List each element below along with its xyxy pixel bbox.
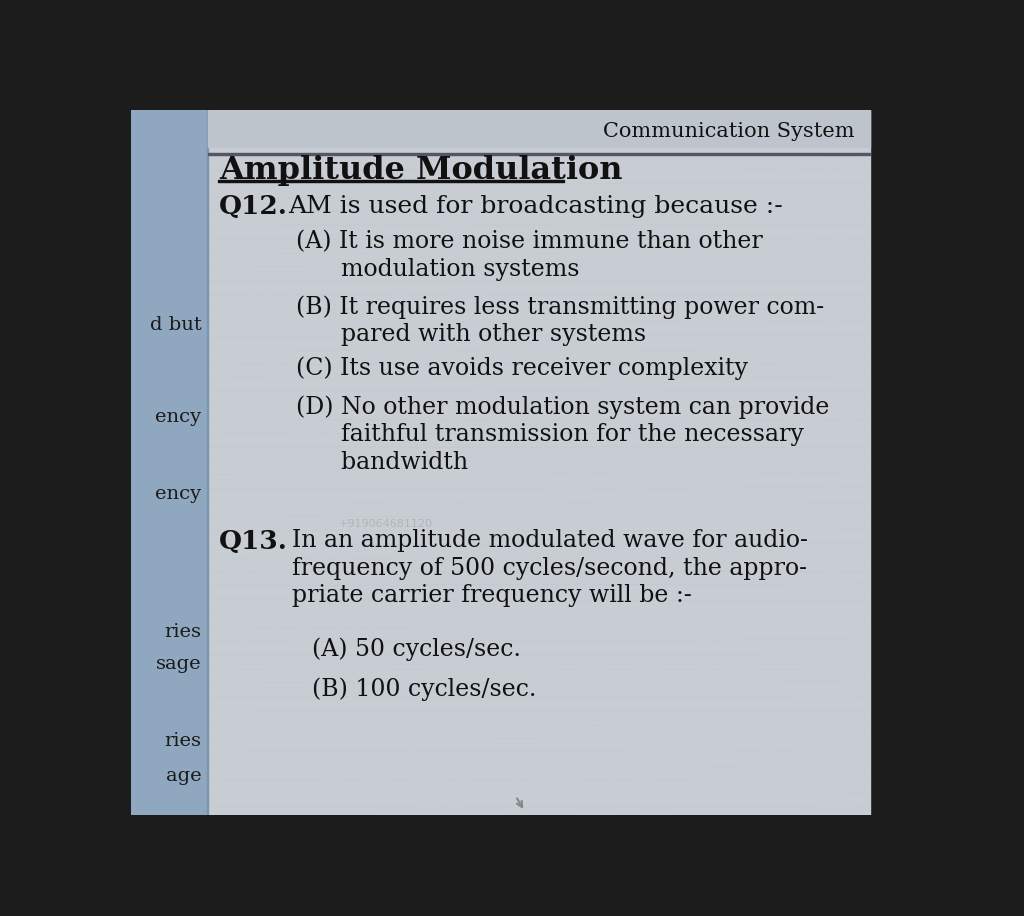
Text: modulation systems: modulation systems (296, 257, 580, 281)
Text: d but: d but (150, 316, 202, 334)
Text: (D) No other modulation system can provide: (D) No other modulation system can provi… (296, 396, 829, 419)
Text: frequency of 500 cycles/second, the appro-: frequency of 500 cycles/second, the appr… (292, 557, 807, 580)
Text: Q12.: Q12. (219, 194, 288, 220)
Text: bandwidth: bandwidth (296, 451, 468, 474)
Text: In an amplitude modulated wave for audio-: In an amplitude modulated wave for audio… (292, 529, 808, 551)
Bar (208, 110, 869, 815)
Text: (A) 50 cycles/sec.: (A) 50 cycles/sec. (311, 638, 520, 661)
Text: faithful transmission for the necessary: faithful transmission for the necessary (296, 423, 804, 446)
Text: sage: sage (156, 655, 202, 672)
Bar (208, 110, 869, 147)
Text: Amplitude Modulation: Amplitude Modulation (219, 155, 623, 186)
Text: ries: ries (165, 623, 202, 641)
Text: (C) Its use avoids receiver complexity: (C) Its use avoids receiver complexity (296, 357, 749, 380)
Text: ency: ency (156, 408, 202, 426)
Text: ries: ries (165, 732, 202, 750)
Bar (208, 153, 869, 155)
Bar (207, 110, 208, 815)
Text: (B) 100 cycles/sec.: (B) 100 cycles/sec. (311, 678, 536, 702)
Bar (131, 110, 208, 815)
Text: (A) It is more noise immune than other: (A) It is more noise immune than other (296, 230, 763, 253)
Text: Q13.: Q13. (219, 529, 288, 554)
Text: (B) It requires less transmitting power com-: (B) It requires less transmitting power … (296, 295, 824, 319)
Bar (217, 180, 564, 181)
Text: ency: ency (156, 485, 202, 503)
Text: Communication System: Communication System (603, 122, 854, 141)
Text: AM is used for broadcasting because :-: AM is used for broadcasting because :- (289, 195, 783, 218)
Bar (869, 110, 920, 815)
Text: pared with other systems: pared with other systems (296, 323, 646, 346)
Text: age: age (166, 768, 202, 785)
Text: +919064681120: +919064681120 (339, 519, 432, 529)
Text: priate carrier frequency will be :-: priate carrier frequency will be :- (292, 584, 692, 607)
